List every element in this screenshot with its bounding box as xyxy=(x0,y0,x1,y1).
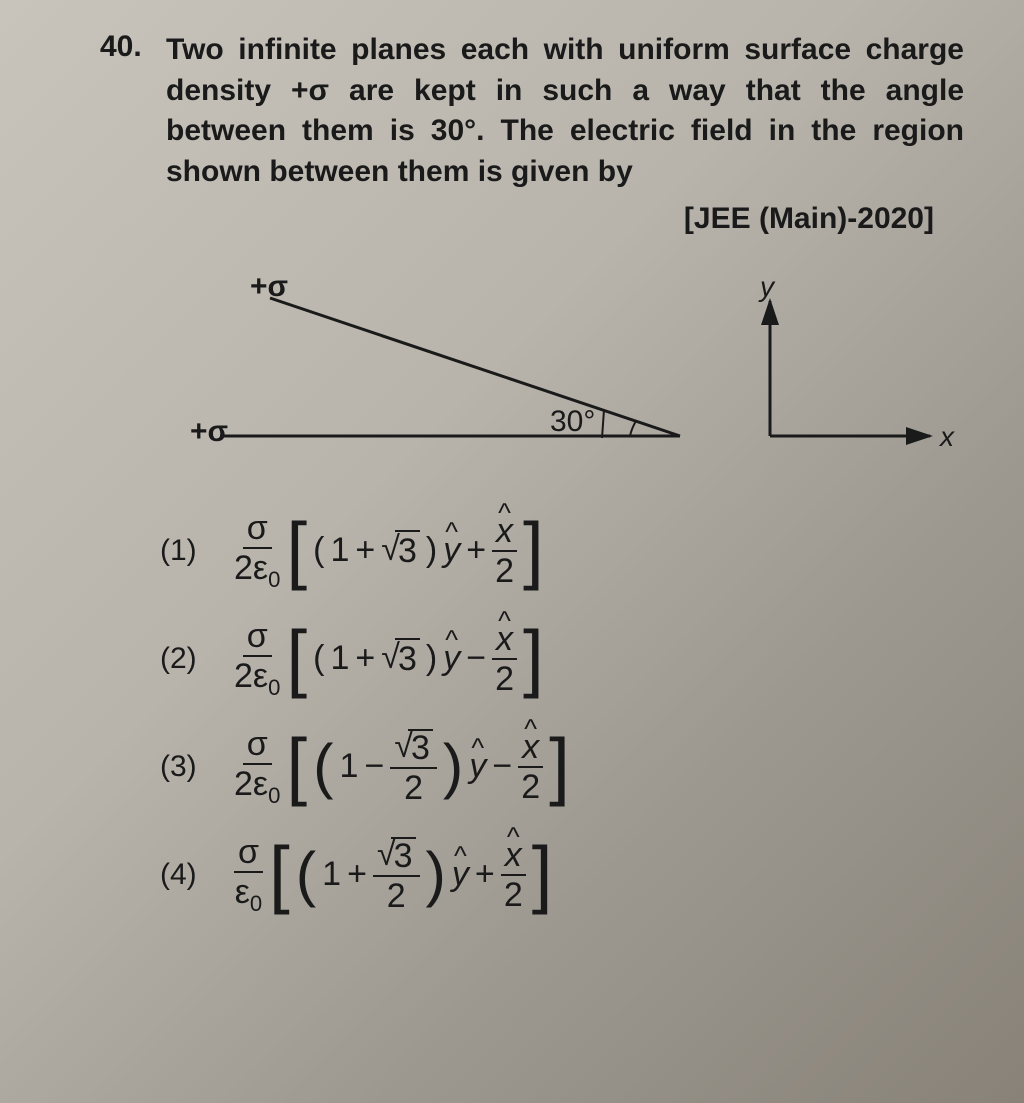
option-1: (1) σ 2ε0 [ ( 1 + √3 ) y + x 2 ] xyxy=(160,511,964,591)
question-source: [JEE (Main)-2020] xyxy=(100,202,934,236)
planes-diagram: +σ +σ 30° x y xyxy=(160,266,924,481)
option-expression: σ ε0 [ ( 1 + √3 2 ) y + x 2 ] xyxy=(234,835,553,915)
bracket-open: [ xyxy=(286,521,307,577)
x-axis-label: x xyxy=(938,421,955,452)
option-number: (4) xyxy=(160,858,210,892)
y-axis-label: y xyxy=(758,271,776,302)
sigma-label-bottom: +σ xyxy=(190,415,228,448)
question-number: 40. xyxy=(100,30,150,192)
option-number: (1) xyxy=(160,534,210,568)
option-3: (3) σ 2ε0 [ ( 1 − √3 2 ) y − x 2 ] xyxy=(160,727,964,807)
question-text: Two infinite planes each with uniform su… xyxy=(166,30,964,192)
option-2: (2) σ 2ε0 [ ( 1 + √3 ) y − x 2 ] xyxy=(160,619,964,699)
sqrt: √3 xyxy=(381,530,420,571)
options-list: (1) σ 2ε0 [ ( 1 + √3 ) y + x 2 ] (2) σ xyxy=(160,511,964,915)
sigma-label-top: +σ xyxy=(250,270,288,303)
option-expression: σ 2ε0 [ ( 1 + √3 ) y + x 2 ] xyxy=(234,511,544,591)
option-number: (3) xyxy=(160,750,210,784)
option-number: (2) xyxy=(160,642,210,676)
option-expression: σ 2ε0 [ ( 1 + √3 ) y − x 2 ] xyxy=(234,619,544,699)
bracket-close: ] xyxy=(523,521,544,577)
y-hat: y xyxy=(443,531,460,570)
coefficient-fraction: σ 2ε0 xyxy=(234,511,280,591)
option-expression: σ 2ε0 [ ( 1 − √3 2 ) y − x 2 ] xyxy=(234,727,570,807)
option-4: (4) σ ε0 [ ( 1 + √3 2 ) y + x 2 ] xyxy=(160,835,964,915)
question-block: 40. Two infinite planes each with unifor… xyxy=(100,30,964,192)
x-fraction: x 2 xyxy=(492,514,517,588)
angle-label: 30° xyxy=(550,405,595,438)
